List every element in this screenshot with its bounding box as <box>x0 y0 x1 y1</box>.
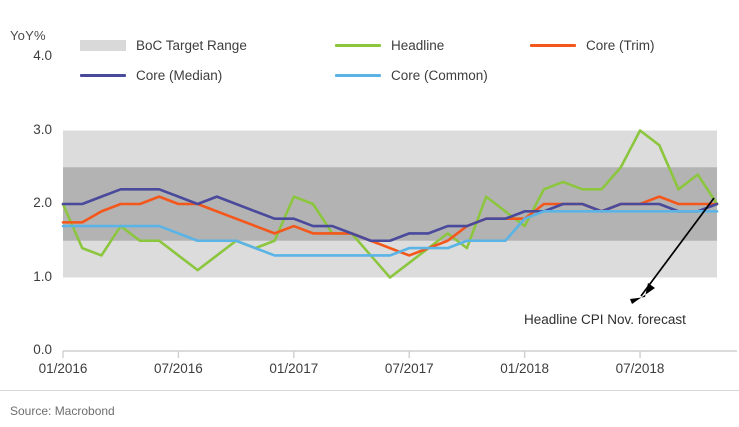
legend-item-label: Core (Trim) <box>586 37 655 53</box>
chart-legend: BoC Target Range Headline Core (Trim) Core … <box>80 32 720 94</box>
y-axis-tick-label: 3.0 <box>33 121 52 137</box>
series-line-core-common <box>61 210 719 257</box>
footer-divider <box>0 390 739 391</box>
legend-swatch-line-icon <box>335 43 381 47</box>
y-axis-unit-label: YoY% <box>10 28 46 43</box>
x-axis-tick-label: 01/2016 <box>38 361 88 376</box>
legend-item-label: Headline <box>391 37 445 53</box>
legend-item-headline[interactable]: Headline <box>335 32 444 58</box>
legend-swatch-line-icon <box>530 43 576 47</box>
y-axis-tick-label: 1.0 <box>33 268 52 284</box>
legend-item-core-median[interactable]: Core (Median) <box>80 62 222 88</box>
legend-item-label: Core (Common) <box>391 67 488 83</box>
forecast-arrow-shaft <box>640 197 715 297</box>
legend-swatch-line-icon <box>335 73 381 77</box>
y-axis-tick-label: 4.0 <box>33 48 52 63</box>
legend-item-label: BoC Target Range <box>136 37 247 53</box>
legend-item-label: Core (Median) <box>136 67 223 83</box>
legend-item-core-trim[interactable]: Core (Trim) <box>530 32 655 58</box>
legend-item-boc-target-range[interactable]: BoC Target Range <box>80 32 247 58</box>
x-axis-tick-label: 07/2017 <box>384 361 434 376</box>
legend-swatch-line-icon <box>80 73 126 77</box>
x-axis-tick-label: 07/2016 <box>154 361 203 376</box>
forecast-annotation-label: Headline CPI Nov. forecast <box>524 312 686 327</box>
x-axis-tick-label: 01/2017 <box>269 361 319 376</box>
legend-item-core-common[interactable]: Core (Common) <box>335 62 488 88</box>
y-axis-tick-label: 0.0 <box>33 342 52 357</box>
x-axis-tick-label: 01/2018 <box>500 361 550 376</box>
target-range-band-inner <box>63 167 717 241</box>
series-line-headline <box>61 129 719 279</box>
source-note: Source: Macrobond <box>10 404 115 418</box>
y-axis-tick-label: 2.0 <box>33 195 52 210</box>
x-axis-tick-label: 07/2018 <box>615 361 665 376</box>
legend-swatch-box-icon <box>80 39 126 51</box>
series-line-core-median <box>61 188 719 243</box>
forecast-arrow-head <box>630 283 655 304</box>
